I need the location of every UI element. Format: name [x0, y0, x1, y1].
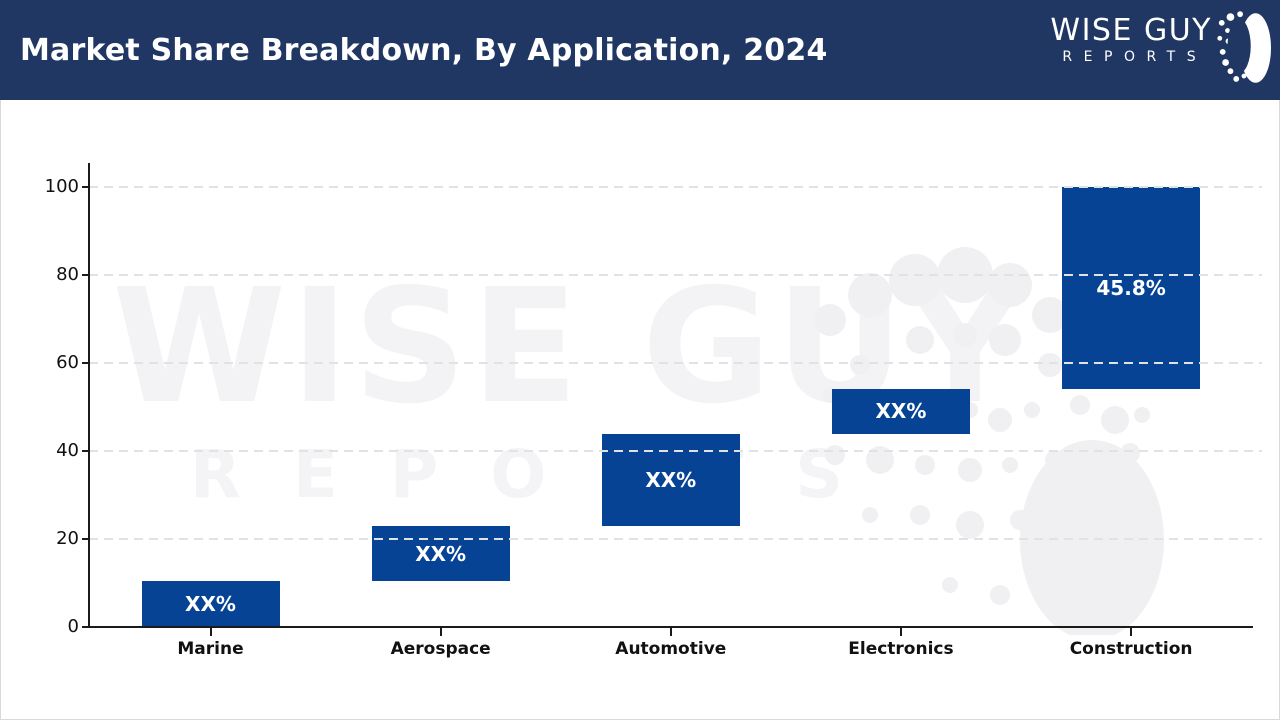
y-axis-tick-label: 20 — [56, 528, 79, 549]
y-axis-tick — [82, 538, 89, 540]
y-axis-tick-label: 100 — [44, 176, 79, 197]
x-axis-tick — [439, 628, 442, 636]
chart-title: Market Share Breakdown, By Application, … — [20, 32, 828, 68]
y-axis-tick-label: 40 — [56, 440, 79, 461]
y-axis-tick — [82, 626, 89, 628]
y-axis-tick — [82, 450, 89, 452]
gridline — [89, 186, 1262, 188]
x-axis-line — [87, 626, 1253, 628]
bar-automotive — [601, 433, 740, 527]
x-axis-tick — [209, 628, 212, 636]
x-axis-category-label: Construction — [1069, 639, 1193, 659]
x-axis-tick — [1130, 628, 1133, 636]
gridline — [89, 274, 1262, 276]
chart-plot-area: 0 20 40 60 80 100 XX% Marine XX% Aerospace XX% Auto… — [0, 100, 1280, 720]
y-axis-line — [88, 163, 90, 628]
bar-electronics — [831, 388, 970, 434]
bar-value-label: XX% — [875, 399, 927, 424]
x-axis-category-label: Marine — [177, 639, 244, 659]
y-axis-tick-label: 60 — [56, 352, 79, 373]
x-axis-category-label: Aerospace — [390, 639, 491, 659]
gridline — [89, 362, 1262, 364]
x-axis-tick — [899, 628, 902, 636]
y-axis-tick — [82, 274, 89, 276]
y-axis-tick — [82, 362, 89, 364]
bar-value-label: XX% — [185, 591, 236, 616]
header-bar: Market Share Breakdown, By Application, … — [0, 0, 1280, 100]
bar-value-label: XX% — [415, 541, 467, 566]
y-axis-tick-label: 0 — [67, 616, 79, 637]
logo-reports-text: REPORTS — [1062, 49, 1208, 65]
bar-aerospace — [371, 526, 510, 581]
gridline — [89, 538, 1262, 540]
bar-construction — [1062, 187, 1201, 389]
y-axis-tick-label: 80 — [56, 264, 79, 285]
gridline — [89, 450, 1262, 452]
x-axis-tick — [669, 628, 672, 636]
logo-wiseguy-text: WISE GUY — [1050, 13, 1212, 48]
logo-head-icon — [1217, 11, 1272, 83]
x-axis-category-label: Automotive — [615, 639, 727, 659]
logo: WISE GUY REPORTS — [1050, 14, 1212, 65]
x-axis-category-label: Electronics — [848, 639, 954, 659]
bar-value-label: 45.8% — [1096, 275, 1166, 300]
y-axis-tick — [82, 186, 89, 188]
bar-value-label: XX% — [645, 468, 697, 493]
bar-marine — [141, 580, 280, 627]
